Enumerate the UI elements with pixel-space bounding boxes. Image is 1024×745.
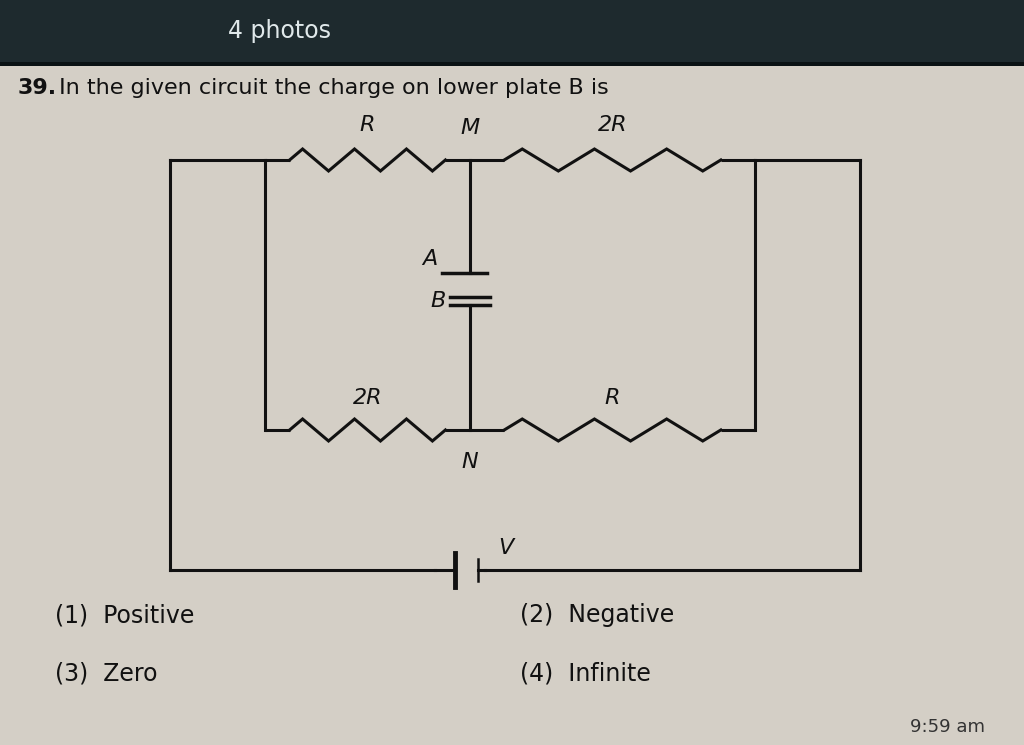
Text: (3)  Zero: (3) Zero xyxy=(55,661,158,685)
Text: B: B xyxy=(430,291,445,311)
Text: 2R: 2R xyxy=(352,388,382,408)
Text: 4 photos: 4 photos xyxy=(228,19,332,43)
Text: 39.: 39. xyxy=(18,78,57,98)
Text: 2R: 2R xyxy=(598,115,628,135)
Text: (4)  Infinite: (4) Infinite xyxy=(520,661,651,685)
Text: M: M xyxy=(461,118,479,138)
Text: N: N xyxy=(462,452,478,472)
Text: A: A xyxy=(422,249,437,269)
FancyBboxPatch shape xyxy=(0,0,1024,62)
Text: V: V xyxy=(498,538,513,558)
Text: R: R xyxy=(605,388,621,408)
FancyBboxPatch shape xyxy=(0,62,1024,66)
Text: 9:59 am: 9:59 am xyxy=(910,718,985,736)
Text: In the given circuit the charge on lower plate B is: In the given circuit the charge on lower… xyxy=(52,78,608,98)
Text: (1)  Positive: (1) Positive xyxy=(55,603,195,627)
Text: R: R xyxy=(359,115,375,135)
Text: (2)  Negative: (2) Negative xyxy=(520,603,674,627)
